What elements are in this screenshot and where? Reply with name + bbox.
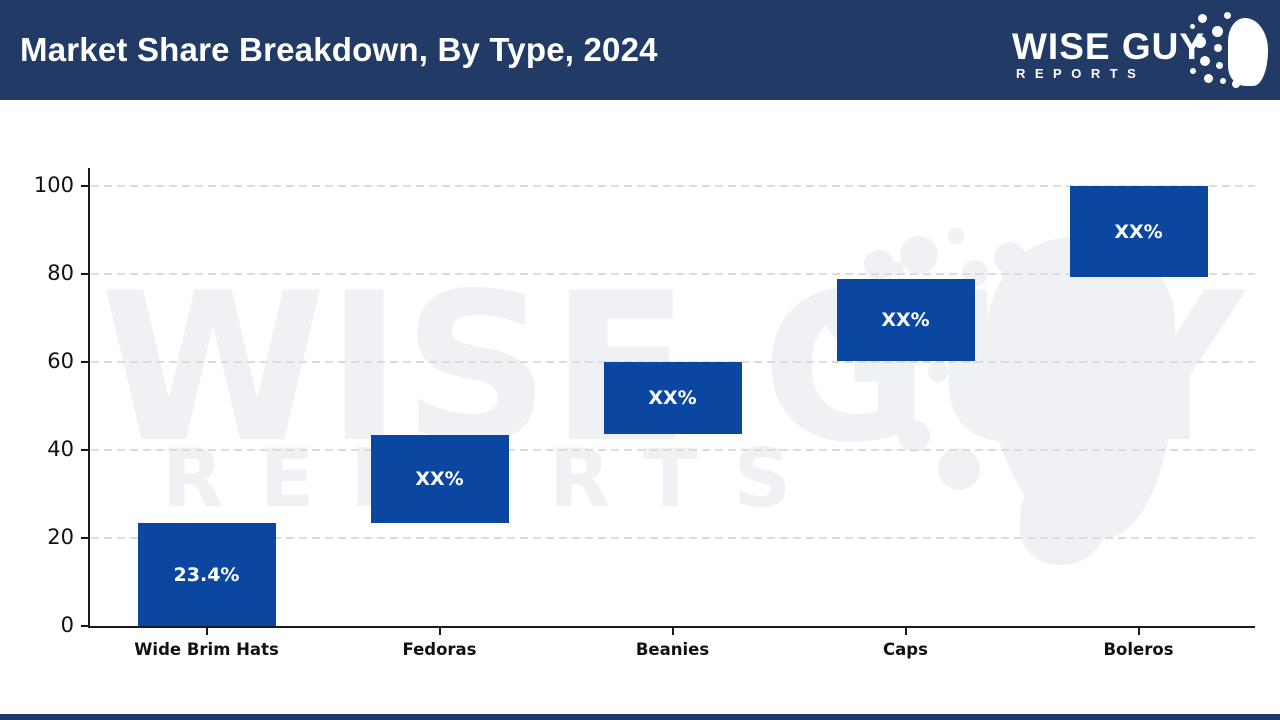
x-tick [438, 628, 441, 635]
watermark-dot [948, 228, 964, 244]
header-bar: Market Share Breakdown, By Type, 2024 WI… [0, 0, 1280, 100]
watermark-dot [984, 330, 1012, 358]
y-tick-label: 40 [47, 437, 74, 461]
logo-dot [1216, 62, 1223, 69]
gridline [91, 537, 1255, 539]
y-tick-label: 20 [47, 525, 74, 549]
y-tick [81, 185, 90, 187]
waterfall-chart: 0 20 40 60 80 100 23.4% Wide Brim Hats XX% Fedora… [0, 100, 1280, 714]
x-tick [205, 628, 208, 635]
footer-bar [0, 714, 1280, 720]
watermark-dot [898, 420, 930, 452]
x-tick-label: Fedoras [402, 640, 477, 659]
logo-dot [1224, 12, 1231, 19]
x-tick-label: Beanies [635, 640, 710, 659]
page-title: Market Share Breakdown, By Type, 2024 [20, 31, 658, 68]
watermark-dot [1008, 392, 1032, 416]
watermark-dot [994, 242, 1026, 274]
y-tick [81, 537, 90, 539]
logo-dot [1194, 36, 1206, 48]
bar-value-label: 23.4% [173, 563, 240, 586]
bar: XX% [836, 278, 975, 361]
gridline [91, 449, 1255, 451]
y-tick-label: 60 [47, 349, 74, 373]
bar: XX% [370, 434, 509, 524]
bar-value-label: XX% [648, 386, 697, 409]
watermark-dot [938, 448, 980, 490]
watermark-dot [928, 362, 948, 382]
logo-dot [1190, 24, 1195, 29]
brand-logo: WISE GUY REPORTS [1012, 10, 1268, 92]
logo-dot [1190, 68, 1196, 74]
watermark-dot [900, 236, 938, 274]
bar-value-label: XX% [1114, 220, 1163, 243]
logo-dot [1198, 14, 1207, 23]
x-tick [1137, 628, 1140, 635]
bar: 23.4% [137, 523, 276, 626]
watermark-dot [1020, 300, 1056, 336]
y-tick-label: 0 [60, 613, 74, 637]
logo-dot [1214, 44, 1222, 52]
watermark-blob [1020, 470, 1110, 565]
logo-dot [1232, 80, 1240, 88]
brand-name: WISE GUY [1012, 26, 1206, 67]
y-tick [81, 273, 90, 275]
y-tick [81, 361, 90, 363]
gridline [91, 185, 1255, 187]
x-tick-label: Boleros [1103, 640, 1174, 659]
y-tick-label: 100 [33, 173, 74, 197]
y-tick-label: 80 [47, 261, 74, 285]
brand-subname: REPORTS [1016, 66, 1146, 81]
watermark-dot [890, 262, 904, 276]
watermark-dot [864, 250, 894, 280]
brand-head-icon [1190, 10, 1268, 92]
x-tick [904, 628, 907, 635]
x-axis-line [88, 626, 1255, 628]
bar: XX% [603, 361, 742, 435]
x-tick-label: Wide Brim Hats [134, 640, 279, 659]
bar-value-label: XX% [415, 467, 464, 490]
y-tick [81, 625, 90, 627]
x-tick-label: Caps [883, 640, 928, 659]
logo-dot [1200, 56, 1210, 66]
gridline [91, 273, 1255, 275]
bar-value-label: XX% [881, 308, 930, 331]
y-tick [81, 449, 90, 451]
logo-head-shape [1228, 18, 1268, 86]
logo-dot [1204, 74, 1213, 83]
logo-dot [1212, 26, 1223, 37]
logo-dot [1220, 78, 1226, 84]
x-tick [671, 628, 674, 635]
y-axis-line [88, 168, 90, 628]
bar: XX% [1069, 186, 1208, 278]
